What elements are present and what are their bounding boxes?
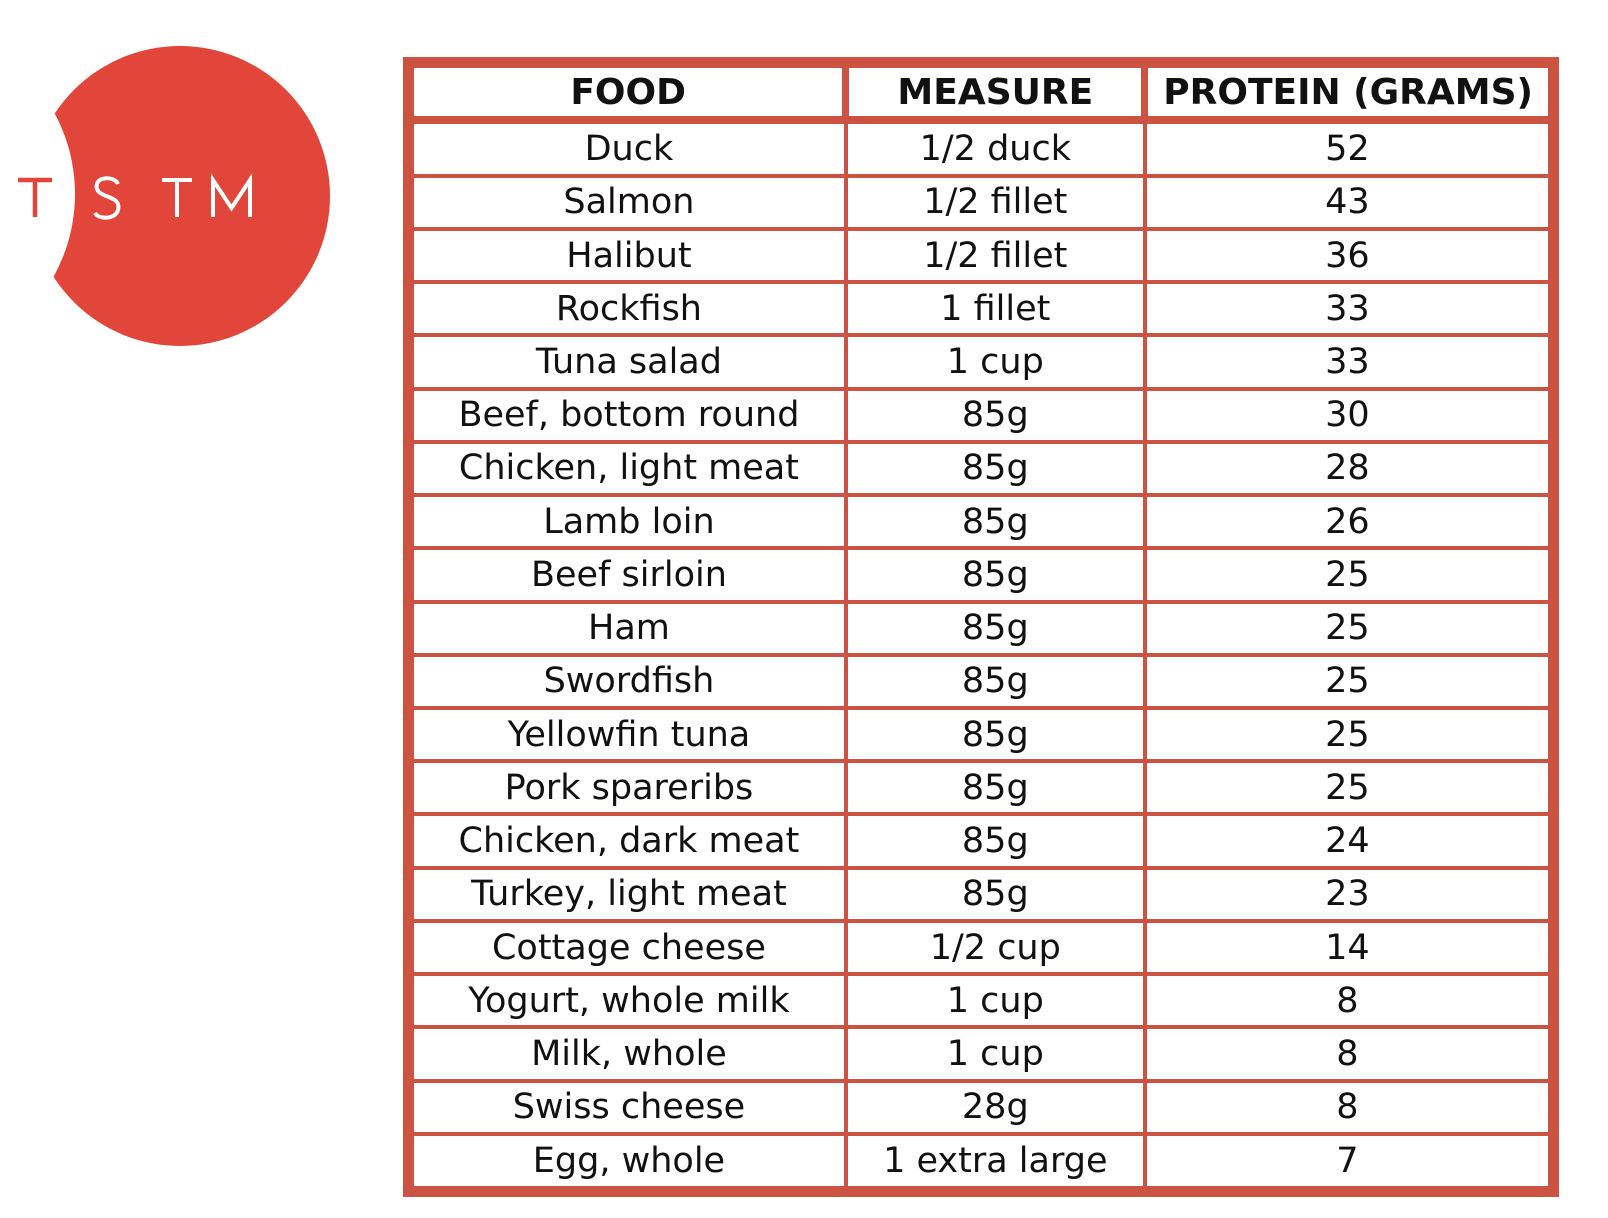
food-cell: Rockfish [406,280,848,338]
logo-letter-t [162,178,192,217]
measure-cell: 85g [843,759,1147,817]
measure-cell: 1/2 fillet [843,173,1147,231]
protein-cell: 24 [1142,812,1556,870]
logo-circle [30,46,330,346]
protein-cell: 26 [1142,493,1556,551]
measure-cell: 85g [843,546,1147,604]
table-row: Yogurt, whole milk 1 cup 8 [406,972,1556,1030]
measure-cell: 1 cup [843,1025,1147,1083]
food-cell: Tuna salad [406,333,848,391]
logo-letter-s [93,176,121,220]
table-row: Turkey, light meat 85g 23 [406,865,1556,923]
food-cell: Halibut [406,226,848,285]
protein-cell: 8 [1142,1078,1556,1136]
table-row: Swiss cheese 28g 8 [406,1078,1556,1136]
table-row: Lamb loin 85g 26 [406,493,1556,551]
table-row: Rockfish 1 fillet 33 [406,280,1556,338]
food-cell: Pork spareribs [406,759,848,817]
measure-cell: 85g [843,705,1147,764]
table-row: Egg, whole 1 extra large 7 [406,1131,1556,1194]
protein-cell: 14 [1142,918,1556,977]
header-protein-grams: PROTEIN (GRAMS) [1141,59,1557,124]
protein-cell: 33 [1142,333,1556,391]
food-cell: Milk, whole [406,1025,848,1083]
protein-cell: 8 [1142,972,1556,1030]
measure-cell: 85g [843,865,1147,923]
measure-cell: 85g [843,493,1147,551]
table-row: Cottage cheese 1/2 cup 14 [406,918,1556,977]
food-cell: Duck [406,118,848,178]
protein-cell: 8 [1142,1025,1556,1083]
measure-cell: 1 cup [843,333,1147,391]
table-row: Halibut 1/2 fillet 36 [406,226,1556,285]
table-row: Swordfish 85g 25 [406,652,1556,711]
protein-cell: 33 [1142,280,1556,338]
food-cell: Yogurt, whole milk [406,972,848,1030]
header-food: FOOD [404,59,850,124]
measure-cell: 28g [843,1078,1147,1136]
protein-cell: 7 [1142,1131,1556,1194]
food-cell: Beef, bottom round [406,386,848,444]
food-cell: Beef sirloin [406,546,848,604]
food-cell: Ham [406,599,848,657]
logo-bite-cutout [0,53,75,335]
measure-cell: 1/2 duck [843,118,1147,178]
protein-table: FOOD MEASURE PROTEIN (GRAMS) Duck 1/2 duc… [403,57,1559,1197]
measure-cell: 1/2 cup [843,918,1147,977]
protein-cell: 25 [1142,652,1556,711]
food-cell: Turkey, light meat [406,865,848,923]
protein-cell: 30 [1142,386,1556,444]
table-row: Duck 1/2 duck 52 [406,118,1556,178]
logo-letter-m [211,173,252,217]
protein-cell: 25 [1142,546,1556,604]
food-cell: Egg, whole [406,1131,848,1194]
logo-letter-t-red [18,177,52,217]
protein-cell: 25 [1142,759,1556,817]
table-row: Yellowfin tuna 85g 25 [406,705,1556,764]
measure-cell: 1 fillet [843,280,1147,338]
food-cell: Chicken, light meat [406,439,848,498]
food-cell: Lamb loin [406,493,848,551]
table-row: Milk, whole 1 cup 8 [406,1025,1556,1083]
measure-cell: 85g [843,439,1147,498]
food-cell: Swiss cheese [406,1078,848,1136]
food-cell: Yellowfin tuna [406,705,848,764]
measure-cell: 1 cup [843,972,1147,1030]
measure-cell: 85g [843,386,1147,444]
table-row: Salmon 1/2 fillet 43 [406,173,1556,231]
food-cell: Chicken, dark meat [406,812,848,870]
table-row: Beef sirloin 85g 25 [406,546,1556,604]
table-row: Tuna salad 1 cup 33 [406,333,1556,391]
protein-cell: 52 [1142,118,1556,178]
table-body: Duck 1/2 duck 52 Salmon 1/2 fillet 43 Halibut 1… [406,118,1556,1194]
measure-cell: 1 extra large [843,1131,1147,1194]
table-row: Beef, bottom round 85g 30 [406,386,1556,444]
food-cell: Swordfish [406,652,848,711]
measure-cell: 85g [843,652,1147,711]
protein-cell: 36 [1142,226,1556,285]
food-cell: Cottage cheese [406,918,848,977]
measure-cell: 85g [843,812,1147,870]
protein-cell: 28 [1142,439,1556,498]
protein-cell: 25 [1142,599,1556,657]
protein-cell: 25 [1142,705,1556,764]
table-row: Pork spareribs 85g 25 [406,759,1556,817]
food-cell: Salmon [406,173,848,231]
measure-cell: 85g [843,599,1147,657]
protein-cell: 23 [1142,865,1556,923]
table-row: Chicken, dark meat 85g 24 [406,812,1556,870]
table-row: Ham 85g 25 [406,599,1556,657]
protein-cell: 43 [1142,173,1556,231]
logo [0,46,330,346]
header-measure: MEASURE [842,59,1149,124]
header-row: FOOD MEASURE PROTEIN (GRAMS) [404,59,1557,124]
measure-cell: 1/2 fillet [843,226,1147,285]
table-row: Chicken, light meat 85g 28 [406,439,1556,498]
